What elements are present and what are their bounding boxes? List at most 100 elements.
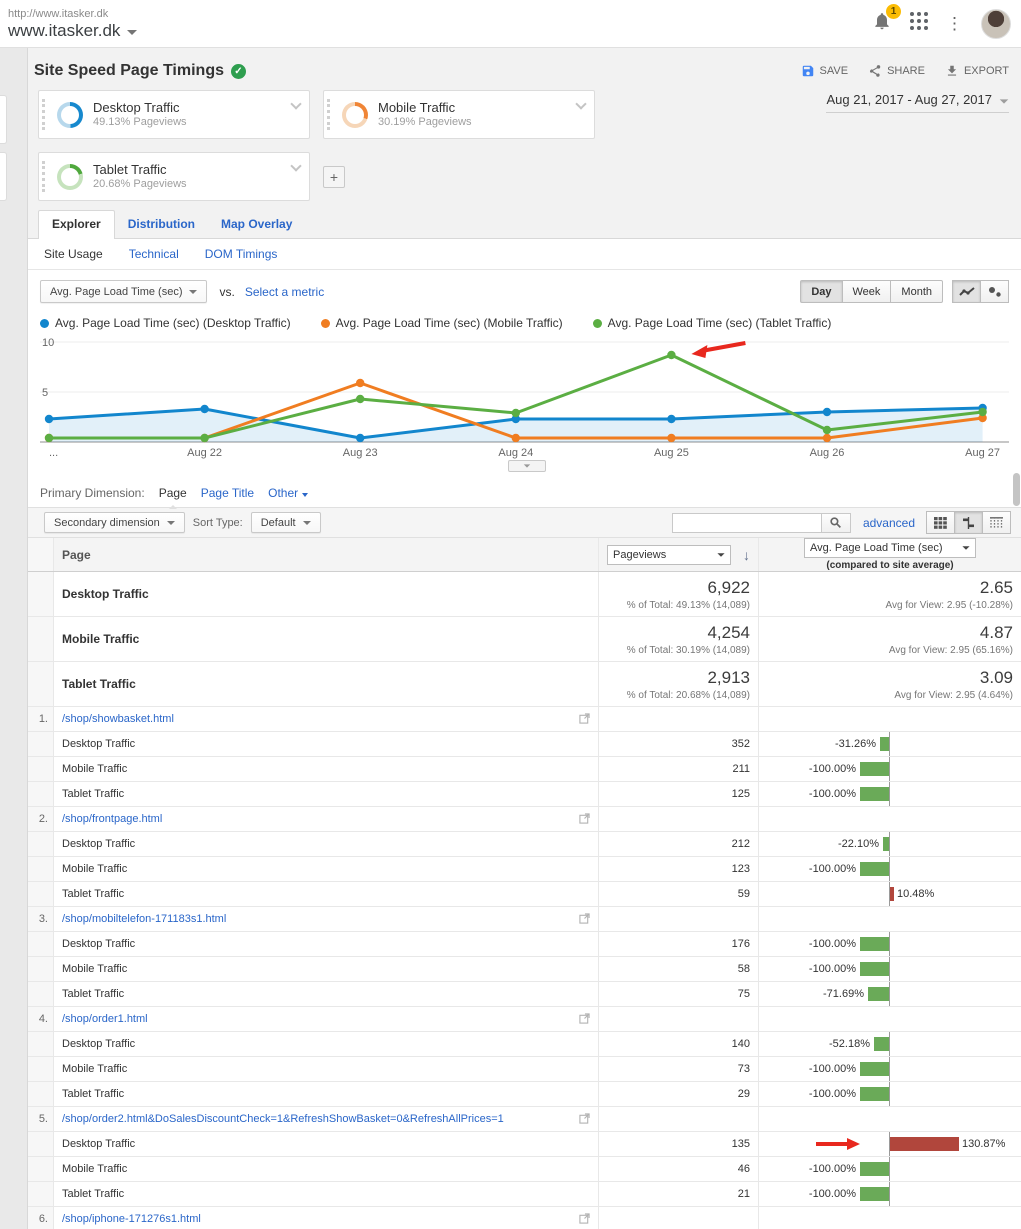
open-in-new-icon[interactable] xyxy=(579,1013,590,1024)
segment-label: Tablet Traffic xyxy=(54,1082,599,1106)
delta-bar-cell: -100.00% xyxy=(759,932,1021,956)
legend-item[interactable]: Avg. Page Load Time (sec) (Tablet Traffi… xyxy=(592,316,831,330)
apps-grid-button[interactable] xyxy=(910,12,928,35)
chevron-down-icon xyxy=(166,520,175,525)
share-icon xyxy=(870,65,881,77)
segment-label: Mobile Traffic xyxy=(54,1057,599,1081)
dimension-page[interactable]: Page xyxy=(158,486,187,509)
subtab-site-usage[interactable]: Site Usage xyxy=(44,247,103,261)
chevron-down-icon[interactable] xyxy=(575,98,587,110)
empty-cell xyxy=(599,1207,759,1229)
metric-selector-dropdown[interactable]: Avg. Page Load Time (sec) xyxy=(40,280,208,303)
delta-bar-cell: 10.48% xyxy=(759,882,1021,906)
delta-label: 130.87% xyxy=(962,1138,1006,1150)
subtab-technical[interactable]: Technical xyxy=(128,247,179,261)
open-in-new-icon[interactable] xyxy=(579,713,590,724)
search-button[interactable] xyxy=(820,512,851,533)
open-in-new-icon[interactable] xyxy=(579,813,590,824)
granularity-week-button[interactable]: Week xyxy=(841,280,892,303)
drag-handle[interactable] xyxy=(42,161,45,192)
segment-donut-desktop xyxy=(57,101,83,128)
dimension-page-title[interactable]: Page Title xyxy=(200,486,255,500)
select-metric-link[interactable]: Select a metric xyxy=(244,284,325,299)
table-search-input[interactable] xyxy=(671,512,822,533)
timeseries-chart[interactable]: 5 10... Aug 22 Aug 23 Aug 24 Aug 25 Aug 26 Aug … xyxy=(40,332,1009,462)
page-url-link[interactable]: /shop/mobiltelefon-171183s1.html xyxy=(62,913,227,925)
row-number-cell xyxy=(28,932,54,956)
comparison-view-button[interactable] xyxy=(954,511,983,534)
segment-card-desktop[interactable]: Desktop Traffic 49.13% Pageviews xyxy=(38,90,310,139)
vs-label: vs. xyxy=(219,284,235,299)
pivot-view-button[interactable] xyxy=(982,511,1011,534)
table-view-button[interactable] xyxy=(926,511,955,534)
sort-type-dropdown[interactable]: Default xyxy=(250,512,321,533)
line-chart-toggle-button[interactable] xyxy=(952,280,981,303)
tab-explorer[interactable]: Explorer xyxy=(38,210,115,239)
legend-item[interactable]: Avg. Page Load Time (sec) (Mobile Traffi… xyxy=(320,316,563,330)
open-in-new-icon[interactable] xyxy=(579,1213,590,1224)
page-url-link[interactable]: /shop/order2.html&DoSalesDiscountCheck=1… xyxy=(62,1113,504,1125)
drag-handle[interactable] xyxy=(327,99,330,130)
add-segment-button[interactable]: + xyxy=(323,166,345,188)
svg-text:Aug 23: Aug 23 xyxy=(343,447,378,459)
save-button[interactable]: SAVE xyxy=(801,64,848,78)
avatar[interactable] xyxy=(981,8,1011,39)
more-menu-button[interactable]: ⋮ xyxy=(946,13,963,33)
account-selector[interactable]: www.itasker.dk xyxy=(8,21,138,41)
bar-axis-line xyxy=(889,882,890,906)
metric-note: (compared to site average) xyxy=(826,560,954,571)
scrollbar-thumb[interactable] xyxy=(1013,473,1020,506)
motion-chart-toggle-button[interactable] xyxy=(980,280,1009,303)
row-number-cell: 2. xyxy=(28,807,54,831)
secondary-dimension-label: Secondary dimension xyxy=(54,516,160,529)
chevron-down-icon xyxy=(302,493,309,497)
page-url-link[interactable]: /shop/order1.html xyxy=(62,1013,148,1025)
report-tabs: Explorer Distribution Map Overlay xyxy=(28,210,1021,239)
notifications-button[interactable]: 1 xyxy=(872,4,901,36)
page-column-header[interactable]: Page xyxy=(54,538,599,571)
chevron-down-icon[interactable] xyxy=(290,160,302,172)
granularity-buttons: Day Week Month xyxy=(800,280,943,303)
granularity-day-button[interactable]: Day xyxy=(800,280,843,303)
drag-handle[interactable] xyxy=(42,99,45,130)
metric-avg-for-view: Avg for View: 2.95 (65.16%) xyxy=(888,644,1013,656)
segment-card-mobile[interactable]: Mobile Traffic 30.19% Pageviews xyxy=(323,90,595,139)
open-in-new-icon[interactable] xyxy=(579,1113,590,1124)
granularity-month-button[interactable]: Month xyxy=(890,280,943,303)
svg-text:10: 10 xyxy=(42,337,54,349)
tab-map-overlay[interactable]: Map Overlay xyxy=(221,217,293,231)
pageviews-value: 46 xyxy=(599,1157,759,1181)
delta-bar-cell: -31.26% xyxy=(759,732,1021,756)
sort-descending-icon[interactable]: ↓ xyxy=(743,546,750,563)
delta-bar xyxy=(890,887,894,901)
tab-distribution[interactable]: Distribution xyxy=(127,217,196,231)
page-url-row: 5. /shop/order2.html&DoSalesDiscountCheck… xyxy=(28,1107,1021,1132)
segment-label: Desktop Traffic xyxy=(54,1032,599,1056)
subtab-dom-timings[interactable]: DOM Timings xyxy=(204,247,278,261)
page-url-link[interactable]: /shop/iphone-171276s1.html xyxy=(62,1213,201,1225)
delta-bar-cell: -100.00% xyxy=(759,757,1021,781)
segment-label: Tablet Traffic xyxy=(54,982,599,1006)
delta-bar xyxy=(880,737,889,751)
pageviews-dropdown[interactable]: Pageviews xyxy=(607,544,731,565)
pageviews-value: 58 xyxy=(599,957,759,981)
page-url-link[interactable]: /shop/showbasket.html xyxy=(62,713,174,725)
summary-pageviews: 4,254 % of Total: 30.19% (14,089) xyxy=(599,617,759,661)
delta-label: -100.00% xyxy=(808,1063,856,1075)
legend-item[interactable]: Avg. Page Load Time (sec) (Desktop Traff… xyxy=(40,316,291,330)
advanced-search-link[interactable]: advanced xyxy=(862,515,915,530)
dimension-other[interactable]: Other xyxy=(268,486,309,500)
segment-label: Mobile Traffic xyxy=(54,757,599,781)
segment-card-tablet[interactable]: Tablet Traffic 20.68% Pageviews xyxy=(38,152,310,201)
chevron-down-icon[interactable] xyxy=(290,98,302,110)
secondary-dimension-button[interactable]: Secondary dimension xyxy=(44,512,185,533)
page-url-link[interactable]: /shop/frontpage.html xyxy=(62,813,163,825)
empty-cell xyxy=(759,1007,1021,1031)
metric-dropdown[interactable]: Avg. Page Load Time (sec) xyxy=(804,538,976,558)
export-button[interactable]: EXPORT xyxy=(945,64,1009,78)
date-range-picker[interactable]: Aug 21, 2017 - Aug 27, 2017 xyxy=(826,92,1009,113)
timeline-collapse-handle[interactable] xyxy=(508,460,546,472)
open-in-new-icon[interactable] xyxy=(579,913,590,924)
segment-sub-row: Desktop Traffic 352 -31.26% xyxy=(28,732,1021,757)
share-button[interactable]: SHARE xyxy=(868,64,925,78)
